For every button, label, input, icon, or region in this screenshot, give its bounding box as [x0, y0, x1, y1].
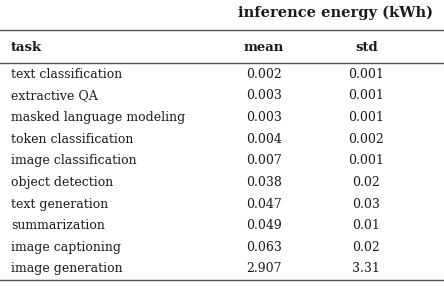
Text: 0.002: 0.002: [246, 68, 282, 81]
Text: text generation: text generation: [11, 198, 108, 210]
Text: 0.004: 0.004: [246, 133, 282, 146]
Text: 2.907: 2.907: [246, 262, 282, 275]
Text: 0.001: 0.001: [349, 68, 384, 81]
Text: 0.007: 0.007: [246, 154, 282, 167]
Text: 3.31: 3.31: [353, 262, 380, 275]
Text: masked language modeling: masked language modeling: [11, 111, 185, 124]
Text: extractive QA: extractive QA: [11, 90, 98, 102]
Text: text classification: text classification: [11, 68, 123, 81]
Text: 0.01: 0.01: [353, 219, 380, 232]
Text: 0.001: 0.001: [349, 90, 384, 102]
Text: object detection: object detection: [11, 176, 113, 189]
Text: 0.038: 0.038: [246, 176, 282, 189]
Text: 0.02: 0.02: [353, 176, 380, 189]
Text: 0.001: 0.001: [349, 154, 384, 167]
Text: 0.003: 0.003: [246, 111, 282, 124]
Text: 0.002: 0.002: [349, 133, 384, 146]
Text: mean: mean: [244, 41, 284, 54]
Text: 0.049: 0.049: [246, 219, 282, 232]
Text: std: std: [355, 41, 377, 54]
Text: 0.03: 0.03: [353, 198, 380, 210]
Text: summarization: summarization: [11, 219, 105, 232]
Text: 0.003: 0.003: [246, 90, 282, 102]
Text: 0.063: 0.063: [246, 241, 282, 254]
Text: token classification: token classification: [11, 133, 134, 146]
Text: 0.02: 0.02: [353, 241, 380, 254]
Text: task: task: [11, 41, 42, 54]
Text: image captioning: image captioning: [11, 241, 121, 254]
Text: image generation: image generation: [11, 262, 123, 275]
Text: inference energy (kWh): inference energy (kWh): [238, 6, 433, 20]
Text: 0.047: 0.047: [246, 198, 282, 210]
Text: image classification: image classification: [11, 154, 137, 167]
Text: 0.001: 0.001: [349, 111, 384, 124]
